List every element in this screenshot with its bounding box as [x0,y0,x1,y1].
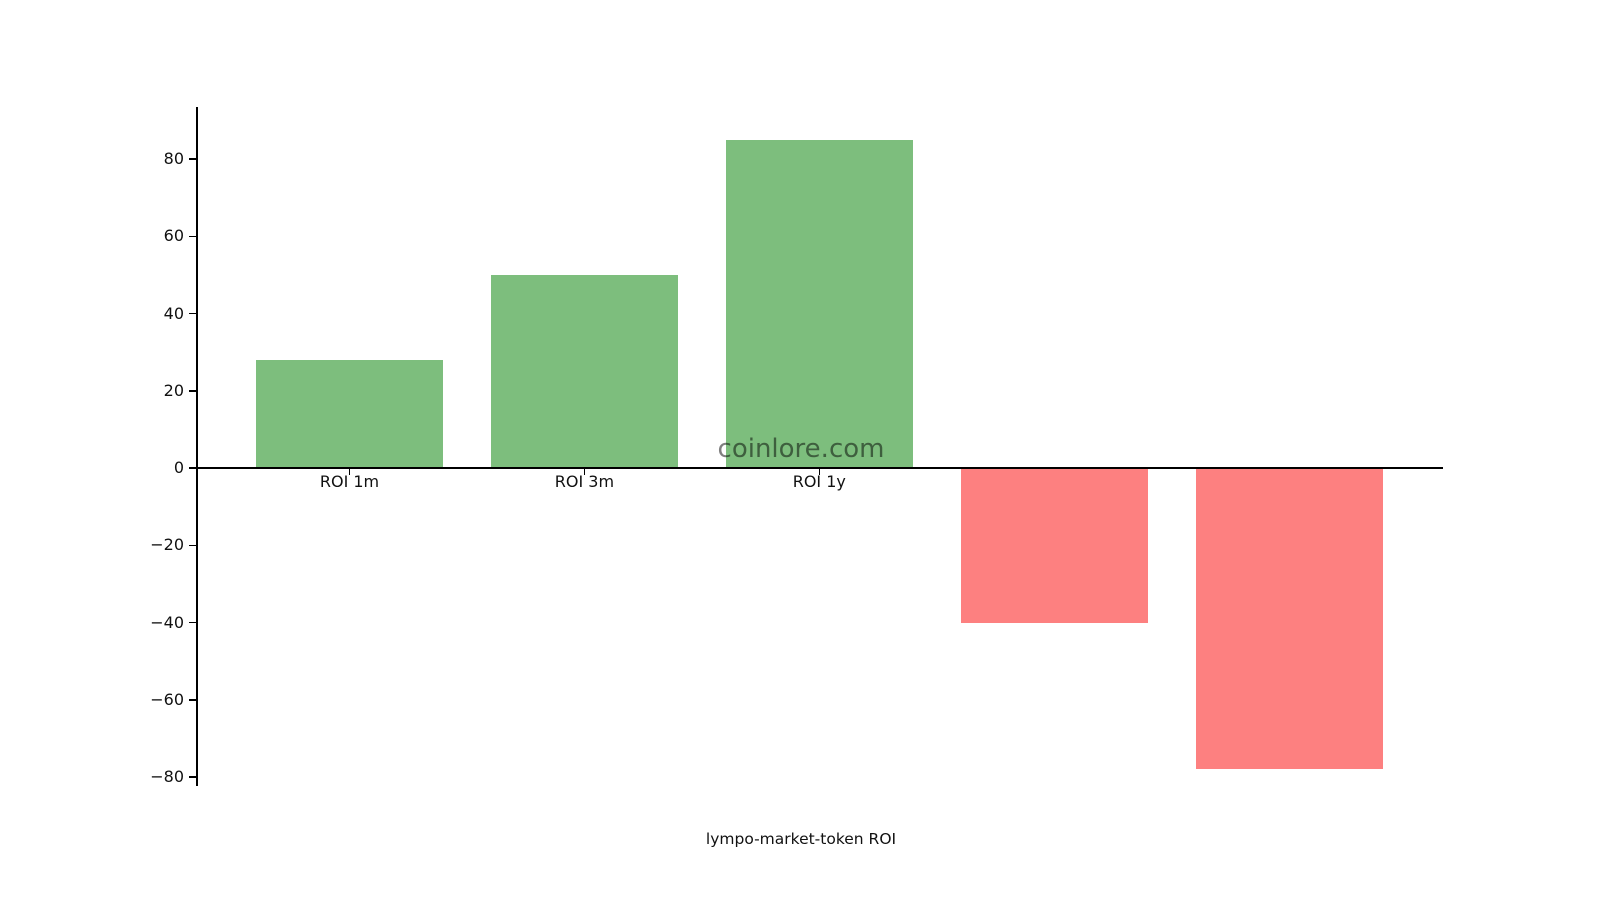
y-tick-mark [189,467,196,469]
y-tick-mark [189,544,196,546]
y-tick-mark [189,776,196,778]
x-tick-mark [818,469,821,475]
y-tick-label: 0 [173,458,184,477]
x-axis-label: ROI 1m [319,472,380,491]
y-tick-label: 80 [163,149,184,168]
y-tick-label: −40 [150,612,184,632]
x-axis-label: ROI 1y [792,472,846,491]
y-tick-label: −20 [150,535,184,555]
x-axis-label: ROI 3m [554,472,615,491]
x-tick-mark [348,469,351,475]
bar [960,468,1148,623]
bar [490,274,678,468]
y-tick-mark [189,158,196,160]
y-tick-mark [189,699,196,701]
y-axis-line [196,107,198,786]
watermark-text: coinlore.com [717,434,885,464]
bar [1195,468,1383,770]
y-tick-label: −80 [150,767,184,786]
y-tick-mark [189,312,196,315]
x-axis-line [196,467,1443,469]
y-tick-mark [189,621,196,624]
bar [725,139,913,468]
x-tick-mark [583,469,586,475]
y-tick-label: −60 [150,689,184,709]
y-tick-mark [189,235,196,237]
chart-title: lympo-market-token ROI [705,830,897,848]
y-tick-label: 60 [163,226,184,246]
y-tick-mark [189,390,196,392]
y-tick-label: 20 [163,380,184,400]
y-tick-label: 40 [163,303,184,323]
bar [256,359,443,468]
